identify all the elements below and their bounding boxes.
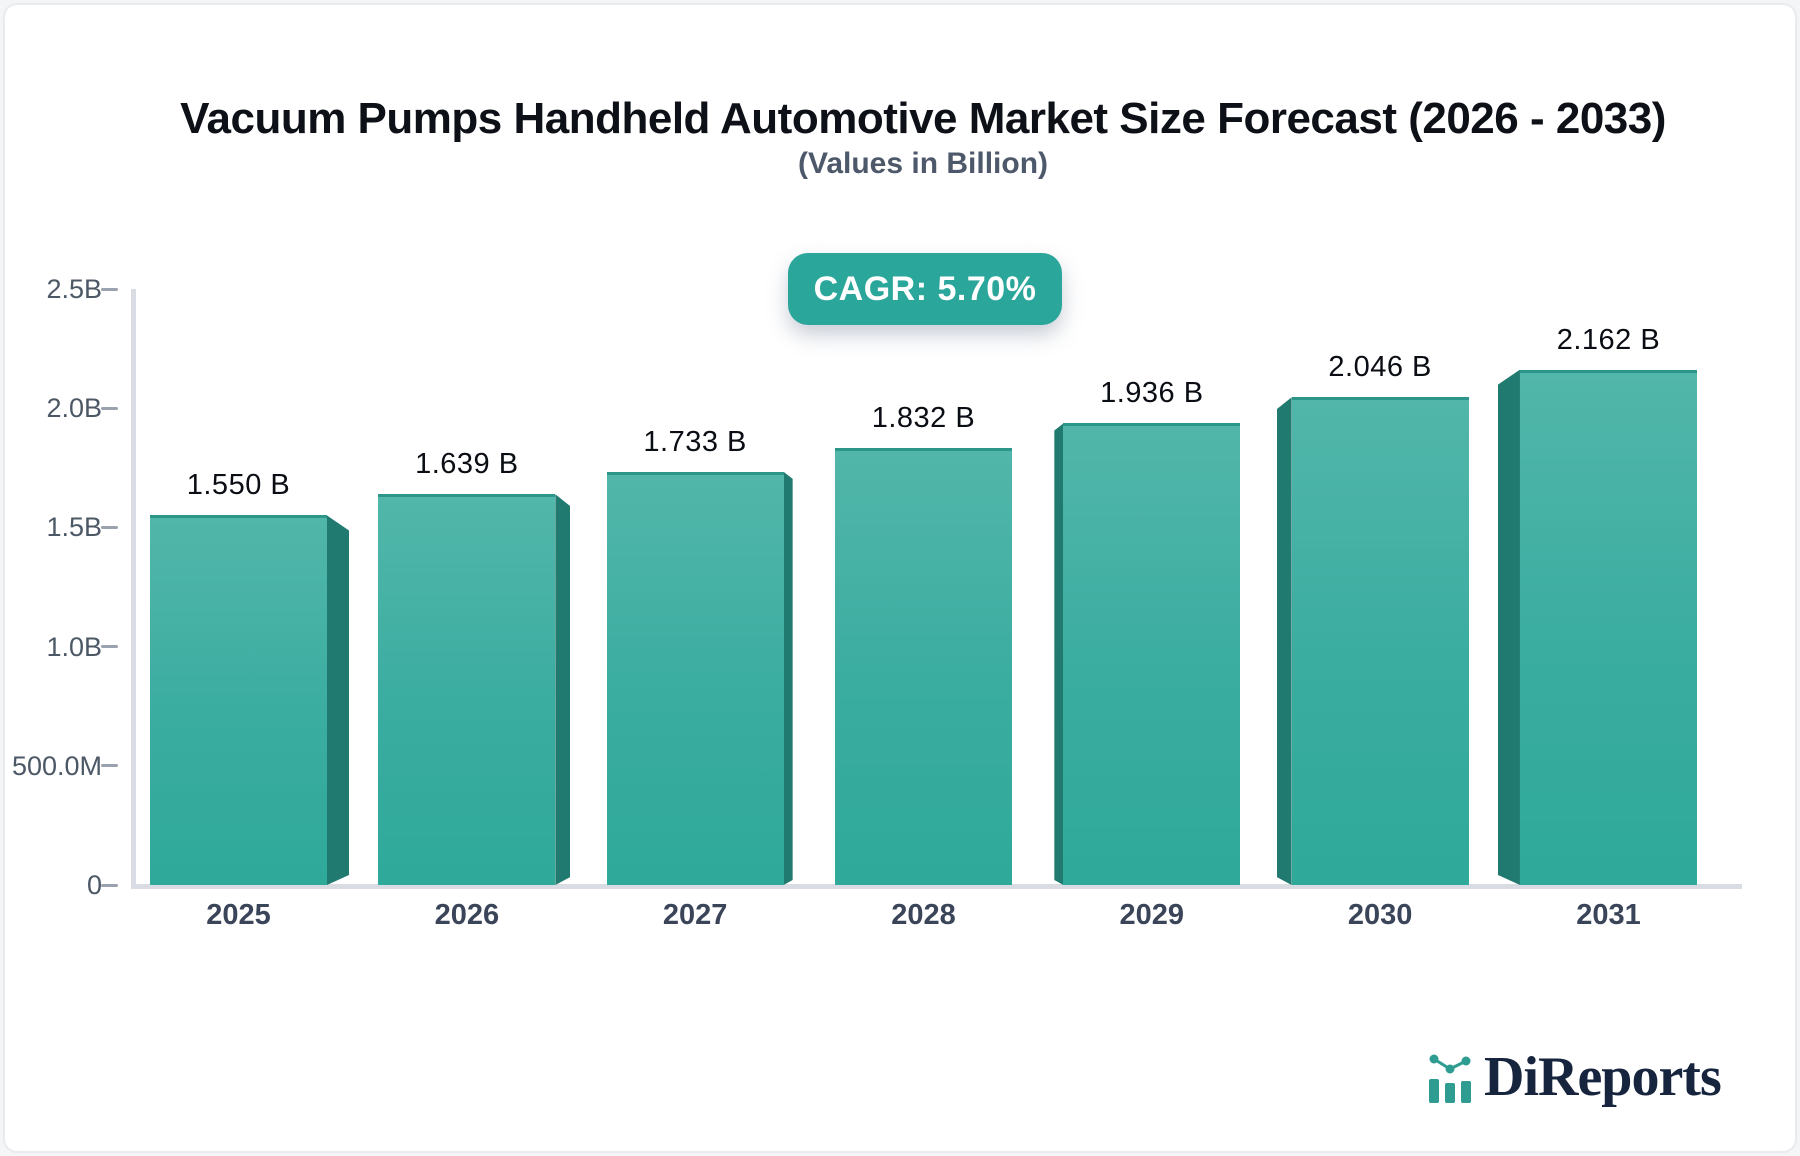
bar-value-label: 2.162 B (1556, 323, 1661, 356)
x-tick-label: 2031 (1576, 899, 1641, 931)
bar-3d-side (1277, 397, 1292, 885)
brand-logo: DiReports (1428, 1030, 1722, 1105)
bar (1519, 369, 1697, 885)
y-tick-dash (101, 525, 118, 529)
logo-mini-chart-icon (1429, 1054, 1471, 1103)
cagr-badge-label: CAGR: 5.70% (813, 269, 1037, 308)
cagr-badge: CAGR: 5.70% (788, 253, 1062, 325)
y-tick-dash (101, 645, 118, 649)
bar-3d-side (1498, 370, 1520, 885)
bar (834, 448, 1012, 885)
chart-title: Vacuum Pumps Handheld Automotive Market … (180, 94, 1666, 143)
y-tick-label: 0 (86, 870, 102, 900)
bar (1063, 423, 1241, 885)
x-tick-label: 2025 (206, 899, 271, 931)
bar-3d-side (784, 472, 793, 885)
x-tick-label: 2030 (1347, 899, 1413, 931)
bar (150, 515, 327, 885)
x-tick-label: 2026 (434, 899, 500, 931)
x-tick-label: 2029 (1119, 899, 1185, 931)
y-tick-dash (101, 883, 118, 887)
y-axis-line (131, 289, 136, 889)
x-tick-label: 2028 (891, 899, 956, 931)
bar-value-label: 1.733 B (643, 425, 747, 458)
y-tick-dash (101, 406, 118, 410)
y-tick-label: 1.5B (46, 512, 102, 543)
chart-subtitle: (Values in Billion) (797, 147, 1049, 180)
bar-value-label: 1.832 B (871, 402, 976, 435)
bar (1291, 397, 1469, 885)
bar-value-label: 1.936 B (1100, 377, 1204, 410)
y-tick-label: 2.0B (46, 393, 102, 424)
y-tick-label: 500.0M (11, 750, 102, 781)
bar-3d-side (1054, 423, 1063, 885)
bar-value-label: 1.550 B (186, 469, 291, 502)
bar (606, 471, 784, 885)
y-tick-dash (101, 287, 118, 291)
bar-3d-side (327, 515, 349, 885)
y-tick-label: 1.0B (46, 631, 102, 662)
x-tick-label: 2027 (662, 899, 728, 931)
bar-value-label: 1.639 B (415, 448, 519, 481)
bar-3d-side (555, 494, 570, 885)
logo-text: DiReports (1484, 1046, 1722, 1108)
x-axis-baseline (131, 884, 1742, 889)
bar (378, 494, 556, 885)
y-tick-dash (101, 764, 118, 768)
y-tick-label: 2.5B (46, 274, 102, 304)
bar-value-label: 2.046 B (1328, 351, 1432, 384)
